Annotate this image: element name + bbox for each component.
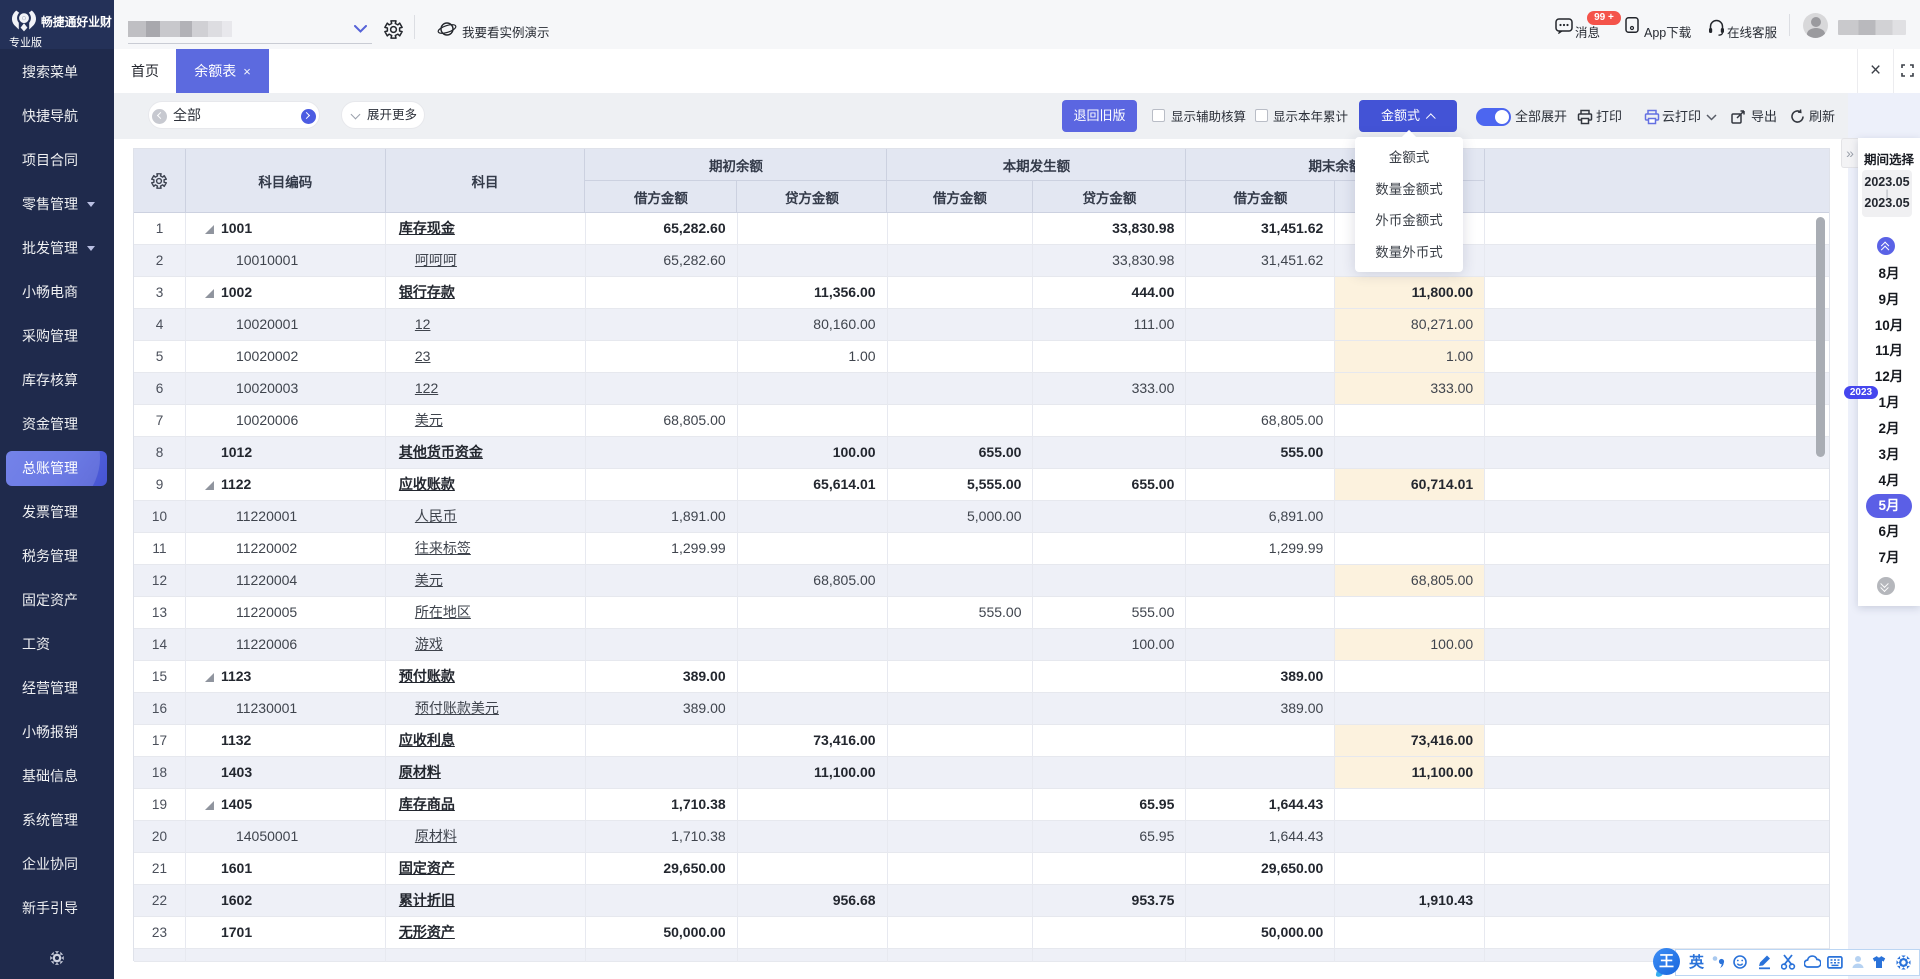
svg-text:英: 英 [1689, 954, 1705, 970]
